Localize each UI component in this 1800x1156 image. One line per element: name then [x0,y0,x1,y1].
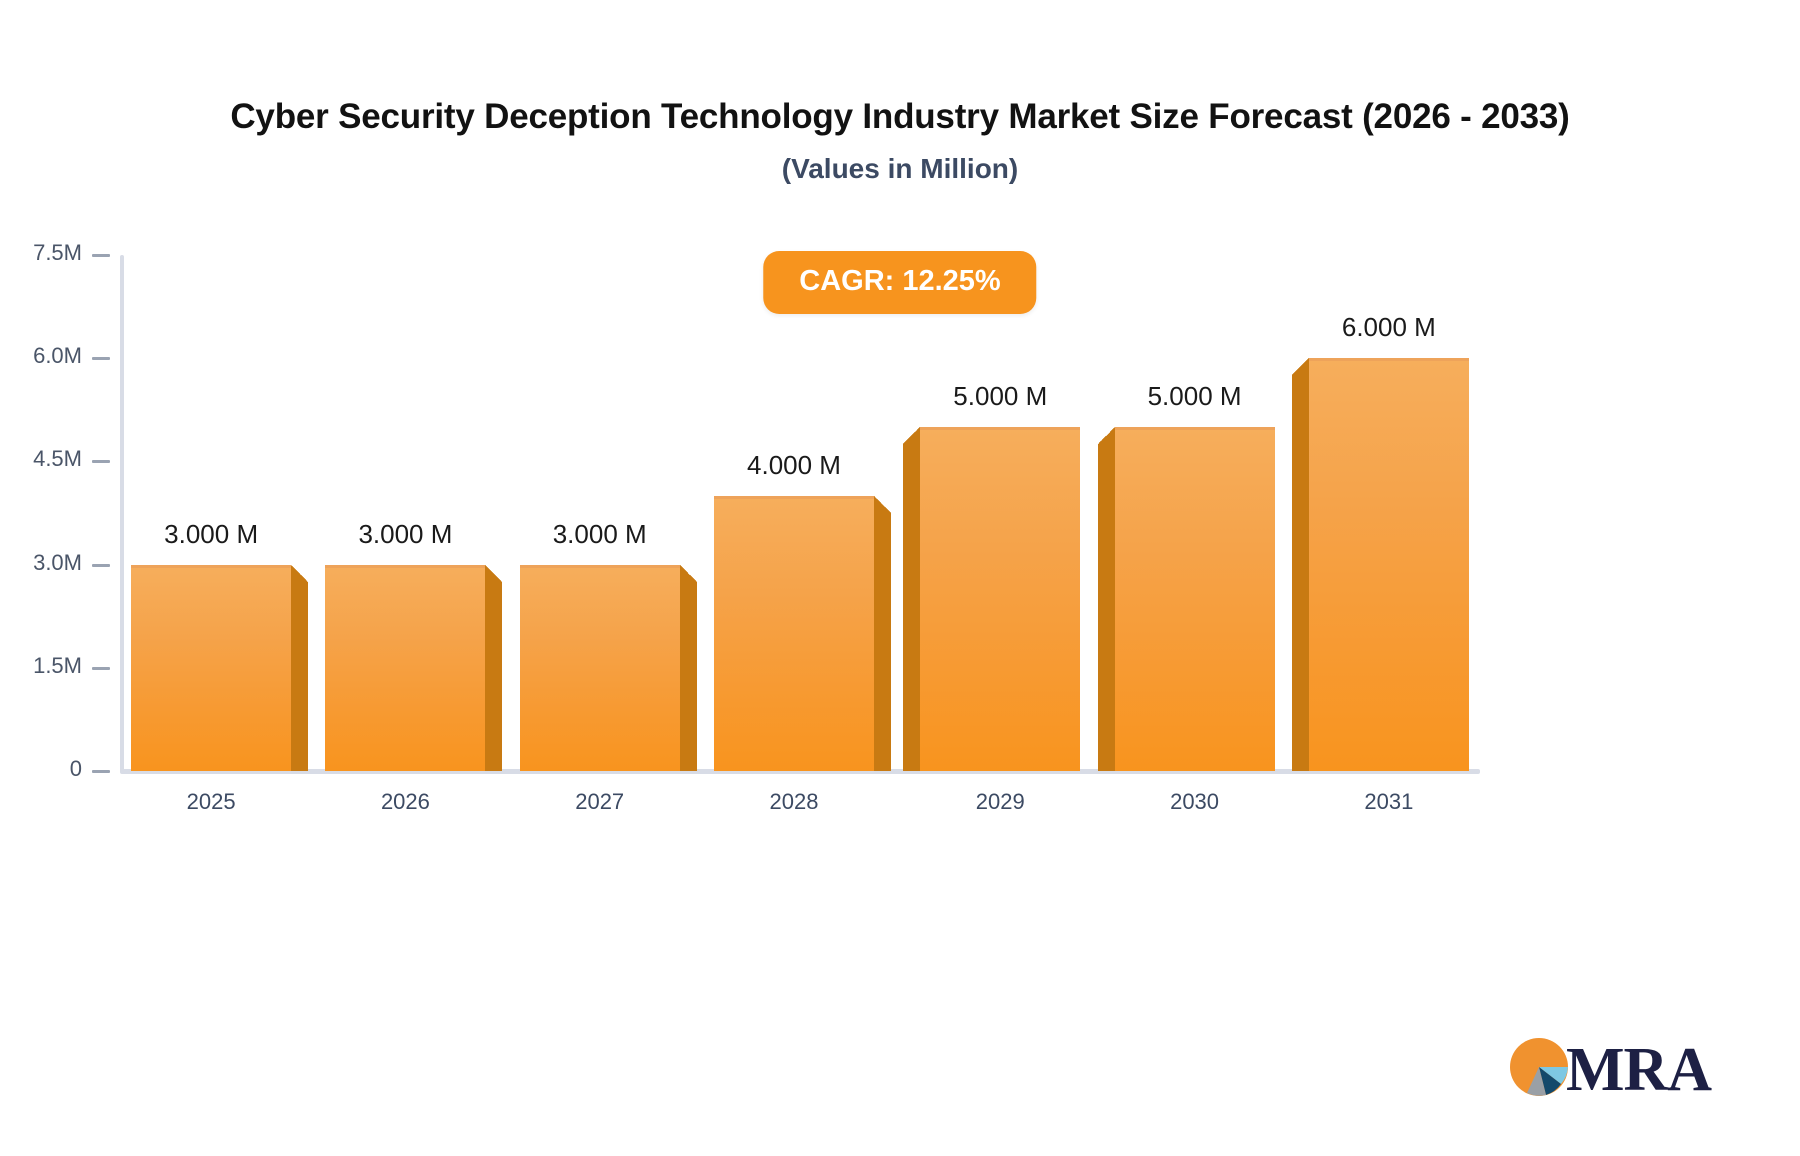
bars-layer: 3.000 M 2025 3.000 M 2026 3.000 M 2027 4.000 M… [120,0,1480,1156]
bar-side-face [291,581,309,771]
bar-top-edge [920,427,1081,430]
page-title: Cyber Security Deception Technology Indu… [230,97,1570,136]
bar-front-face [325,564,486,771]
bar-top-edge [714,495,874,499]
bar-group[interactable]: 3.000 M 2025 [131,0,309,1156]
x-axis-tick-label: 2031 [1364,789,1414,814]
bar-value-label: 5.000 M [1147,381,1242,411]
y-axis-tick-label: 0 [69,756,82,781]
bar-side-cap [291,564,309,582]
bar-top-edge [1308,358,1469,362]
y-axis-tick-mark [92,666,110,670]
bar-front-face [1308,358,1469,771]
y-axis-tick-mark [92,563,110,567]
bar-group[interactable]: 3.000 M 2027 [519,0,697,1156]
bar-side-face [874,512,891,771]
bar-top-edge [519,564,680,568]
bar-front-face [714,495,874,771]
bar-side-cap [1097,427,1115,444]
bar-value-label: 6.000 M [1341,312,1436,343]
bar-side-cap [874,495,891,513]
bar-side-cap [903,427,921,444]
bar-side-face [485,581,503,771]
y-axis-tick-mark [92,254,110,257]
bar-group[interactable]: 3.000 M 2026 [325,0,503,1156]
bar-top-edge [131,564,292,568]
bar[interactable] [714,495,891,771]
y-axis-tick-label: 7.5M [33,240,82,265]
chart-subtitle: (Values in Million) [781,153,1019,184]
bar-front-face [519,564,680,771]
bar-group[interactable]: 5.000 M 2030 [1097,0,1275,1156]
x-axis-tick-label: 2030 [1170,789,1220,814]
y-axis-tick-label: 6.0M [33,343,82,369]
mra-logo: MRA [1508,1035,1712,1104]
bar[interactable] [131,564,309,771]
cagr-badge: CAGR: 12.25% [763,251,1037,314]
bar-front-face [1114,427,1275,771]
logo-text: MRA [1566,1035,1712,1104]
bar[interactable] [1291,358,1469,771]
bar[interactable] [325,564,503,771]
bar-side-face [1291,375,1309,771]
bar-side-cap [1291,358,1309,376]
y-axis-line [120,255,124,773]
bar[interactable] [903,427,1081,771]
bar-side-face [1097,444,1115,771]
title-block: Cyber Security Deception Technology Indu… [0,96,1800,186]
bar-value-label: 3.000 M [552,518,647,549]
bar[interactable] [1097,427,1275,771]
x-axis-tick-label: 2029 [975,789,1025,814]
y-axis-tick-mark [92,770,110,773]
x-axis-line [120,769,1480,774]
bar-front-face [131,564,292,771]
pie-chart-icon [1508,1036,1570,1103]
bar-value-label: 3.000 M [164,518,259,549]
bar-group[interactable]: 6.000 M 2031 [1291,0,1469,1156]
bar-side-face [679,581,697,771]
bar-value-label: 4.000 M [747,449,841,480]
bar-side-cap [485,564,503,582]
bar-top-edge [1114,427,1275,430]
y-axis-tick-mark [92,357,110,361]
bar-side-cap [679,564,697,582]
bar-value-label: 5.000 M [953,381,1048,411]
bar-value-label: 3.000 M [358,518,453,549]
bar-group[interactable]: 5.000 M 2029 [903,0,1081,1156]
bar-group[interactable]: 4.000 M 2028 [714,0,891,1156]
x-axis-tick-label: 2026 [380,789,430,814]
y-axis-tick-label: 3.0M [33,549,82,575]
bar[interactable] [519,564,697,771]
bar-front-face [920,427,1081,771]
y-axis-tick-label: 1.5M [33,652,82,678]
bar-side-face [903,444,921,771]
y-axis-tick-mark [92,460,110,464]
y-axis-tick-label: 4.5M [33,446,82,472]
x-axis-tick-label: 2025 [186,789,236,814]
x-axis-tick-label: 2027 [575,789,625,814]
x-axis-tick-label: 2028 [769,789,819,814]
bar-top-edge [325,564,486,568]
